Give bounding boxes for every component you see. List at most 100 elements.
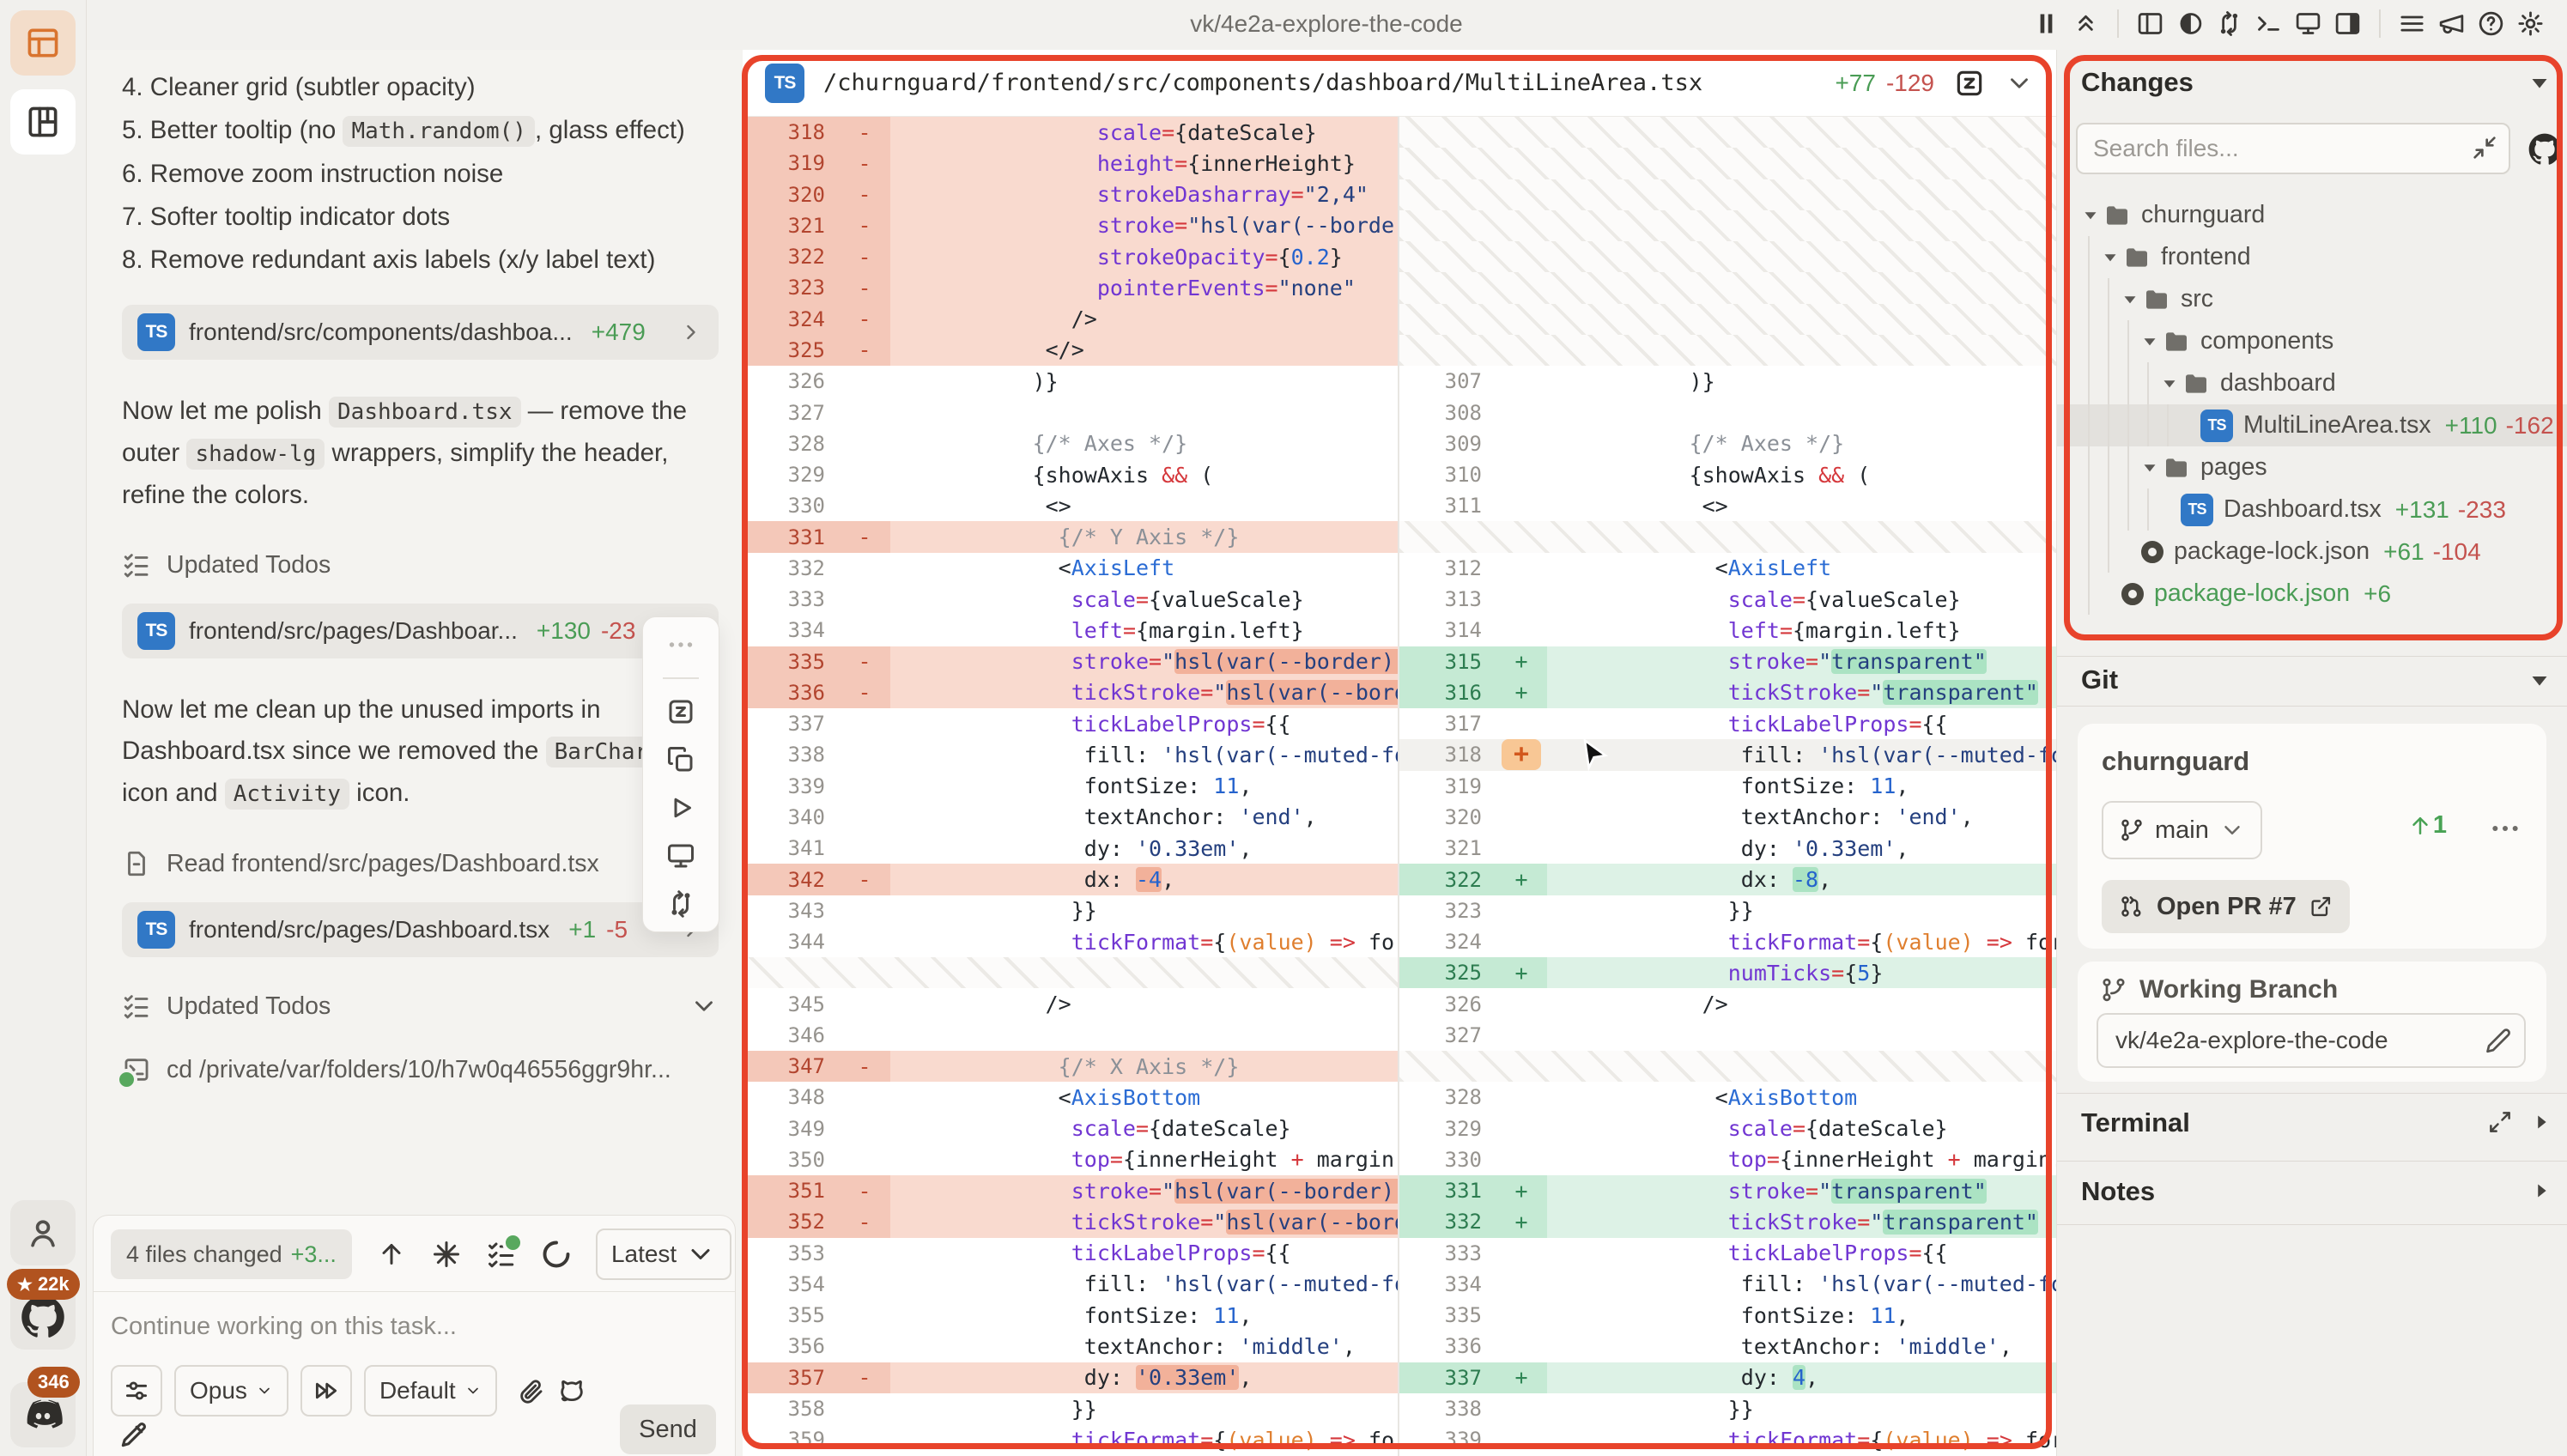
file-diff-chip[interactable]: TS frontend/src/pages/Dashboar... +130 -23 bbox=[122, 604, 719, 658]
branch-dropdown[interactable]: main bbox=[2102, 801, 2262, 859]
diff-line[interactable]: 307 )} bbox=[1399, 366, 2056, 397]
diff-line[interactable]: 352 - tickStroke="hsl(var(--border))" bbox=[743, 1206, 1398, 1238]
chevron-down-icon[interactable] bbox=[2005, 69, 2034, 98]
caret-right-icon[interactable] bbox=[2528, 1178, 2554, 1204]
git-compare-icon[interactable] bbox=[665, 889, 696, 919]
diff-square-icon[interactable] bbox=[665, 696, 696, 727]
copy-icon[interactable] bbox=[665, 744, 696, 775]
diff-line[interactable]: 310 {showAxis && ( bbox=[1399, 459, 2056, 490]
diff-line[interactable]: 322 + dx: -8, bbox=[1399, 864, 2056, 895]
todos-status-icon[interactable] bbox=[486, 1232, 524, 1270]
message-input[interactable]: Continue working on this task... bbox=[111, 1313, 457, 1340]
diff-line[interactable]: 353 tickLabelProps={{ bbox=[743, 1238, 1398, 1269]
diff-line[interactable]: 343 }} bbox=[743, 895, 1398, 926]
diff-line[interactable]: 330 top={innerHeight + margin.top} bbox=[1399, 1144, 2056, 1175]
diff-line[interactable]: 326 /> bbox=[1399, 988, 2056, 1019]
diff-line[interactable]: 326 )} bbox=[743, 366, 1398, 397]
diff-line[interactable]: 340 textAnchor: 'end', bbox=[743, 802, 1398, 833]
caret-down-icon[interactable] bbox=[2139, 457, 2161, 479]
terminal-command-row[interactable]: cd /private/var/folders/10/h7w0q46556ggr… bbox=[116, 1055, 719, 1090]
caret-right-icon[interactable] bbox=[2528, 1109, 2554, 1135]
caret-down-icon[interactable] bbox=[2139, 331, 2161, 353]
diff-line[interactable]: 331 + stroke="transparent" bbox=[1399, 1175, 2056, 1207]
file-diff-chip[interactable]: TS frontend/src/pages/Dashboard.tsx +1 -5 bbox=[122, 902, 719, 957]
diff-line[interactable]: 358 }} bbox=[743, 1393, 1398, 1424]
panel-right-icon[interactable] bbox=[2333, 9, 2362, 38]
tree-row-src[interactable]: src bbox=[2057, 278, 2567, 320]
chevron-down-icon[interactable] bbox=[689, 992, 719, 1021]
more-options-icon[interactable] bbox=[2488, 811, 2522, 846]
diff-line[interactable]: 322 - strokeOpacity={0.2} bbox=[743, 241, 1398, 273]
diff-line[interactable]: 359 tickFormat={(value) => formatValue(v… bbox=[743, 1424, 1398, 1455]
diff-line[interactable]: 318 + fill: 'hsl(var(--muted-foreground))… bbox=[1399, 739, 2056, 771]
diff-line[interactable]: 331 - {/* Y Axis */} bbox=[743, 521, 1398, 553]
caret-down-icon[interactable] bbox=[2119, 288, 2141, 311]
tree-row-dashboard-tsx[interactable]: TS Dashboard.tsx +131 -233 bbox=[2057, 488, 2567, 531]
settings-icon[interactable] bbox=[2516, 9, 2545, 38]
mode-dropdown[interactable]: Default bbox=[363, 1365, 497, 1417]
fast-forward-button[interactable] bbox=[300, 1365, 352, 1417]
diff-line[interactable]: 323 }} bbox=[1399, 895, 2056, 926]
diff-line[interactable]: 350 top={innerHeight + margin.top} bbox=[743, 1144, 1398, 1175]
tree-row-frontend[interactable]: frontend bbox=[2057, 236, 2567, 278]
diff-line[interactable]: 346 bbox=[743, 1020, 1398, 1051]
paperclip-icon[interactable] bbox=[516, 1376, 545, 1405]
diff-line[interactable]: 354 fill: 'hsl(var(--muted-foreground))'… bbox=[743, 1269, 1398, 1300]
dots-h-icon[interactable] bbox=[665, 629, 696, 660]
caret-down-icon[interactable] bbox=[2079, 204, 2102, 227]
diff-line[interactable]: 334 left={margin.left} bbox=[743, 615, 1398, 646]
diff-line[interactable]: 319 - height={innerHeight} bbox=[743, 148, 1398, 179]
diff-view-toggle-icon[interactable] bbox=[1953, 67, 1986, 100]
send-button[interactable]: Send bbox=[620, 1404, 716, 1454]
diff-line[interactable]: 324 tickFormat={(value) => formatValue(v… bbox=[1399, 926, 2056, 957]
collapse-tree-icon[interactable] bbox=[2471, 134, 2498, 161]
terminal-prompt-icon[interactable] bbox=[2254, 9, 2283, 38]
rail-layout-button[interactable] bbox=[10, 10, 76, 76]
add-comment-button[interactable]: + bbox=[1502, 739, 1541, 771]
diff-line[interactable]: 325 - </> bbox=[743, 334, 1398, 367]
read-file-row[interactable]: Read frontend/src/pages/Dashboard.tsx bbox=[122, 849, 719, 878]
diff-line[interactable]: 314 left={margin.left} bbox=[1399, 615, 2056, 646]
diff-line[interactable]: 357 - dy: '0.33em', bbox=[743, 1362, 1398, 1393]
settings-sliders-button[interactable] bbox=[111, 1365, 162, 1417]
diff-line[interactable]: 347 - {/* X Axis */} bbox=[743, 1050, 1398, 1083]
spark-icon[interactable] bbox=[431, 1239, 462, 1270]
tree-row-package-lock-json[interactable]: package-lock.json +61 -104 bbox=[2057, 531, 2567, 573]
chevrons-up-icon[interactable] bbox=[2072, 9, 2100, 38]
highlighter-icon[interactable] bbox=[118, 1418, 150, 1451]
model-dropdown[interactable]: Opus bbox=[174, 1365, 288, 1417]
diff-line[interactable]: 339 fontSize: 11, bbox=[743, 771, 1398, 802]
scroll-up-icon[interactable] bbox=[376, 1239, 407, 1270]
diff-line[interactable]: 345 /> bbox=[743, 988, 1398, 1019]
pause-icon[interactable] bbox=[2032, 9, 2060, 38]
latest-dropdown[interactable]: Latest bbox=[595, 1228, 732, 1280]
diff-line[interactable]: 333 tickLabelProps={{ bbox=[1399, 1238, 2056, 1269]
tree-row-package-lock-json[interactable]: package-lock.json +6 bbox=[2057, 573, 2567, 615]
diff-line[interactable]: 309 {/* Axes */} bbox=[1399, 428, 2056, 459]
expand-icon[interactable] bbox=[2487, 1109, 2513, 1135]
diff-line[interactable]: 323 - pointerEvents="none" bbox=[743, 272, 1398, 304]
diff-line[interactable]: 338 }} bbox=[1399, 1393, 2056, 1424]
diff-line[interactable]: 338 fill: 'hsl(var(--muted-foreground))'… bbox=[743, 739, 1398, 770]
diff-line[interactable]: 329 {showAxis && ( bbox=[743, 459, 1398, 490]
diff-line[interactable]: 321 - stroke="hsl(var(--border))" bbox=[743, 209, 1398, 242]
diff-line[interactable]: 316 + tickStroke="transparent" bbox=[1399, 676, 2056, 709]
caret-down-icon[interactable] bbox=[2099, 246, 2121, 269]
diff-line[interactable]: 335 - stroke="hsl(var(--border))" bbox=[743, 646, 1398, 677]
github-icon[interactable] bbox=[2528, 132, 2562, 167]
diff-line[interactable]: 321 dy: '0.33em', bbox=[1399, 833, 2056, 864]
monitor-icon[interactable] bbox=[665, 840, 696, 871]
diff-line[interactable]: 328 {/* Axes */} bbox=[743, 428, 1398, 459]
updated-todos-row[interactable]: Updated Todos bbox=[122, 550, 719, 579]
diff-line[interactable]: 349 scale={dateScale} bbox=[743, 1113, 1398, 1144]
diff-line[interactable]: 351 - stroke="hsl(var(--border))" bbox=[743, 1175, 1398, 1207]
diff-line[interactable]: 335 fontSize: 11, bbox=[1399, 1300, 2056, 1331]
menu-icon[interactable] bbox=[2398, 9, 2426, 38]
megaphone-icon[interactable] bbox=[2437, 9, 2466, 38]
panel-left-icon[interactable] bbox=[2136, 9, 2164, 38]
tree-row-dashboard[interactable]: dashboard bbox=[2057, 362, 2567, 404]
diff-line[interactable]: 339 tickFormat={(value) => formatValue(v… bbox=[1399, 1424, 2056, 1455]
diff-line[interactable]: 355 fontSize: 11, bbox=[743, 1300, 1398, 1331]
rail-kanban-button[interactable] bbox=[10, 89, 76, 155]
open-pr-button[interactable]: Open PR #7 bbox=[2102, 880, 2350, 933]
